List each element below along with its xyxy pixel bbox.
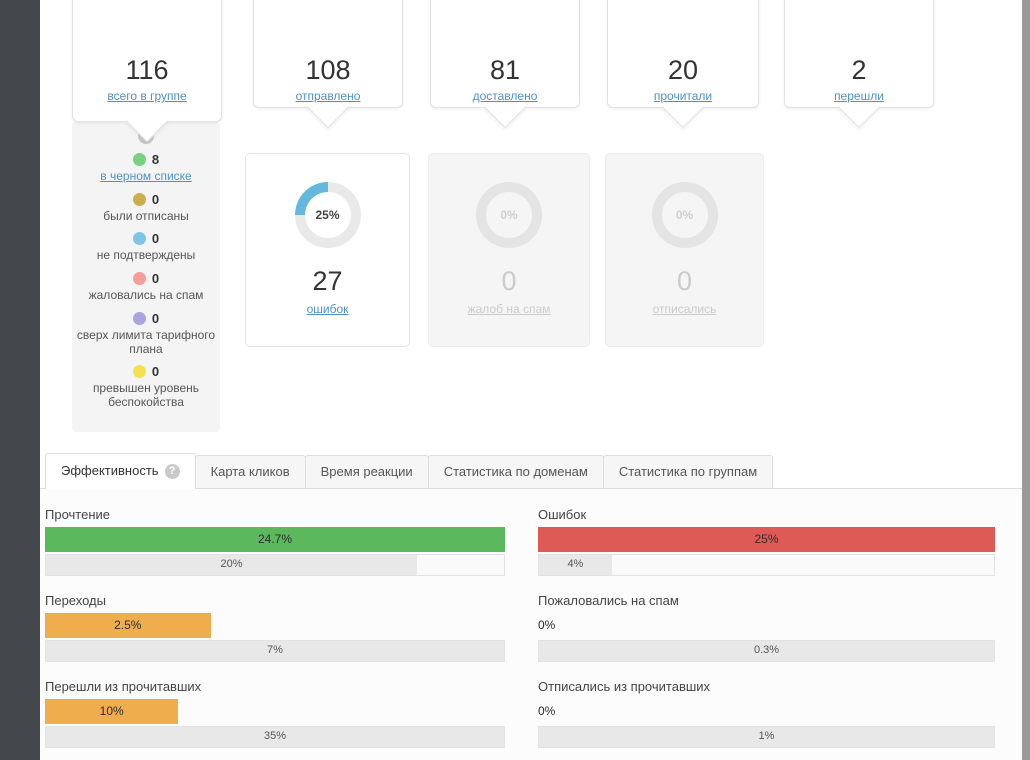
total-link[interactable]: всего в группе [107, 89, 187, 103]
unsubscribed-link: отписались [652, 302, 717, 316]
anxiety-dot [132, 365, 146, 379]
spam-complaints-card: 0% 0 жалоб на спам [428, 153, 590, 347]
spam-label: жаловались на спам [88, 288, 204, 303]
delivered-link[interactable]: доставлено [472, 89, 538, 103]
unconfirmed-dot [132, 232, 146, 246]
stats-column-right: Ошибок 25% 4% Пожаловались на спам 0% 0.… [538, 507, 995, 760]
clicked-link[interactable]: перешли [834, 89, 884, 103]
spam-count: 0 [151, 271, 160, 287]
over-limit-label: сверх лимита тарифного плана [76, 327, 216, 356]
unsubscribe-rate-bar: 0% [538, 704, 556, 718]
blacklist-link[interactable]: в черном списке [100, 168, 192, 183]
legend-item-blacklist: 8 в черном списке [72, 152, 220, 184]
unsubscribe-rate-block: Отписались из прочитавших 0% 1% [538, 679, 995, 748]
stat-label: Переходы [45, 593, 106, 608]
total-value: 116 [125, 55, 169, 85]
over-limit-count: 0 [151, 310, 160, 326]
legend-item-anxiety: 0 превышен уровень беспокойства [72, 364, 220, 410]
spam-value: 0 [501, 266, 517, 296]
blacklist-dot [132, 153, 146, 166]
sent-value: 108 [305, 55, 351, 85]
spam-link: жалоб на спам [467, 302, 551, 316]
legend-item-spam-complaints: 0 жаловались на спам [72, 271, 220, 303]
tab-reaction-time[interactable]: Время реакции [304, 455, 429, 489]
legend-item-unsubscribed: 0 были отписаны [72, 191, 220, 224]
unsubscribe-rate-average-bar: 1% [538, 726, 995, 748]
spam-donut: 0% [476, 182, 542, 248]
left-sidebar [0, 0, 40, 760]
spam-dot [132, 272, 146, 286]
read-rate-bar: 24.7% [45, 527, 505, 552]
tab-click-map[interactable]: Карта кликов [194, 455, 306, 489]
unsubscribed-percent: 0% [675, 208, 694, 222]
tab-effectiveness[interactable]: Эффективность? [45, 453, 196, 489]
click-rate-block: Переходы 2.5% 7% [45, 593, 505, 662]
sent-link[interactable]: отправлено [295, 89, 361, 103]
anxiety-label: превышен уровень беспокойства [92, 381, 200, 410]
error-rate-bar: 25% [538, 527, 995, 552]
error-rate-average-bar: 4% [538, 554, 995, 576]
read-value: 20 [667, 55, 699, 85]
legend-item-over-limit: 0 сверх лимита тарифного плана [72, 310, 220, 357]
read-link[interactable]: прочитали [653, 89, 713, 103]
spam-rate-average-bar: 0.3% [538, 640, 995, 662]
stat-label: Прочтение [45, 507, 110, 522]
unconfirmed-label: не подтверждены [96, 248, 196, 263]
errors-percent: 25% [315, 208, 340, 222]
unsubscribed-card: 0% 0 отписались [605, 153, 764, 347]
error-rate-block: Ошибок 25% 4% [538, 507, 995, 576]
stat-card-delivered: 75% 81 доставлено [430, 0, 580, 129]
spam-rate-block: Пожаловались на спам 0% 0.3% [538, 593, 995, 662]
unsubscribed-value: 0 [676, 266, 693, 296]
spam-percent: 0% [500, 208, 518, 222]
blacklist-count: 8 [151, 152, 160, 167]
delivered-value: 81 [489, 55, 521, 85]
errors-donut: 25% [294, 182, 361, 248]
stats-tabs: Эффективность? Карта кликов Время реакци… [45, 453, 774, 489]
stat-card-sent: 100% 108 отправлено [253, 0, 403, 129]
unsubscribed-donut: 0% [651, 182, 718, 248]
clicked-value: 2 [851, 55, 867, 85]
read-rate-block: Прочтение 24.7% 20% [45, 507, 505, 576]
click-to-open-block: Перешли из прочитавших 10% 35% [45, 679, 505, 748]
unsubscribed-label: были отписаны [103, 208, 189, 223]
click-rate-bar: 2.5% [45, 613, 211, 638]
click-to-open-average-bar: 35% [45, 726, 505, 748]
read-rate-average-bar: 20% [45, 554, 505, 576]
tab-help-icon[interactable]: ? [164, 464, 180, 479]
unsubscribed-dot [132, 192, 146, 206]
errors-card: 25% 27 ошибок [245, 153, 410, 347]
stat-label: Пожаловались на спам [538, 593, 679, 608]
spam-rate-bar: 0% [538, 618, 556, 632]
errors-link[interactable]: ошибок [306, 302, 349, 316]
group-breakdown-panel: ? 8 в черном списке 0 были отписаны 0 не… [72, 122, 220, 432]
click-to-open-bar: 10% [45, 699, 179, 724]
stat-card-read: 24.7% 20 прочитали [607, 0, 759, 129]
unconfirmed-count: 0 [151, 231, 160, 247]
stat-label: Ошибок [538, 507, 587, 522]
anxiety-count: 0 [151, 364, 160, 380]
click-rate-average-bar: 7% [45, 640, 505, 662]
tab-group-stats[interactable]: Статистика по группам [602, 455, 774, 489]
stat-label: Отписались из прочитавших [538, 679, 711, 694]
scrollbar[interactable] [1022, 0, 1030, 760]
stats-column-left: Прочтение 24.7% 20% Переходы 2.5% 7% Пер… [45, 507, 505, 760]
over-limit-dot [132, 311, 146, 325]
legend-item-unconfirmed: 0 не подтверждены [72, 231, 220, 263]
stat-label: Перешли из прочитавших [45, 679, 202, 694]
unsubscribed-count: 0 [151, 191, 160, 207]
stat-card-clicked: 2.5% 2 перешли [784, 0, 934, 129]
stat-card-total: 116 всего в группе [72, 0, 222, 143]
errors-value: 27 [312, 266, 343, 296]
tab-domain-stats[interactable]: Статистика по доменам [427, 455, 604, 489]
